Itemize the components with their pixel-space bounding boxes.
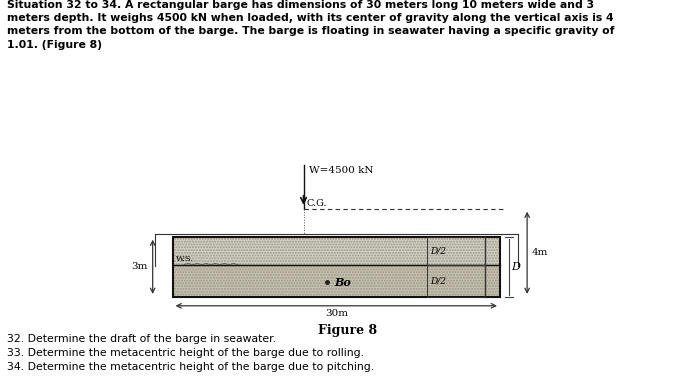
- Text: Situation 32 to 34. A rectangular barge has dimensions of 30 meters long 10 mete: Situation 32 to 34. A rectangular barge …: [7, 0, 614, 50]
- Text: 4m: 4m: [532, 248, 548, 257]
- Bar: [172, 237, 500, 297]
- Text: D/2: D/2: [430, 246, 446, 255]
- Text: 32. Determine the draft of the barge in seawater.
33. Determine the metacentric : 32. Determine the draft of the barge in …: [7, 334, 374, 372]
- Bar: [172, 237, 500, 265]
- Text: D: D: [511, 262, 520, 272]
- Text: 30m: 30m: [325, 309, 348, 318]
- Text: W.S.: W.S.: [177, 255, 195, 263]
- Bar: [172, 265, 500, 297]
- Text: W=4500 kN: W=4500 kN: [309, 166, 373, 175]
- Text: 3m: 3m: [131, 262, 147, 271]
- Bar: [172, 237, 500, 265]
- Text: C.G.: C.G.: [306, 199, 327, 208]
- Bar: [172, 265, 500, 297]
- Text: Bo: Bo: [334, 277, 351, 288]
- Text: D/2: D/2: [430, 276, 446, 285]
- Text: Figure 8: Figure 8: [318, 324, 377, 337]
